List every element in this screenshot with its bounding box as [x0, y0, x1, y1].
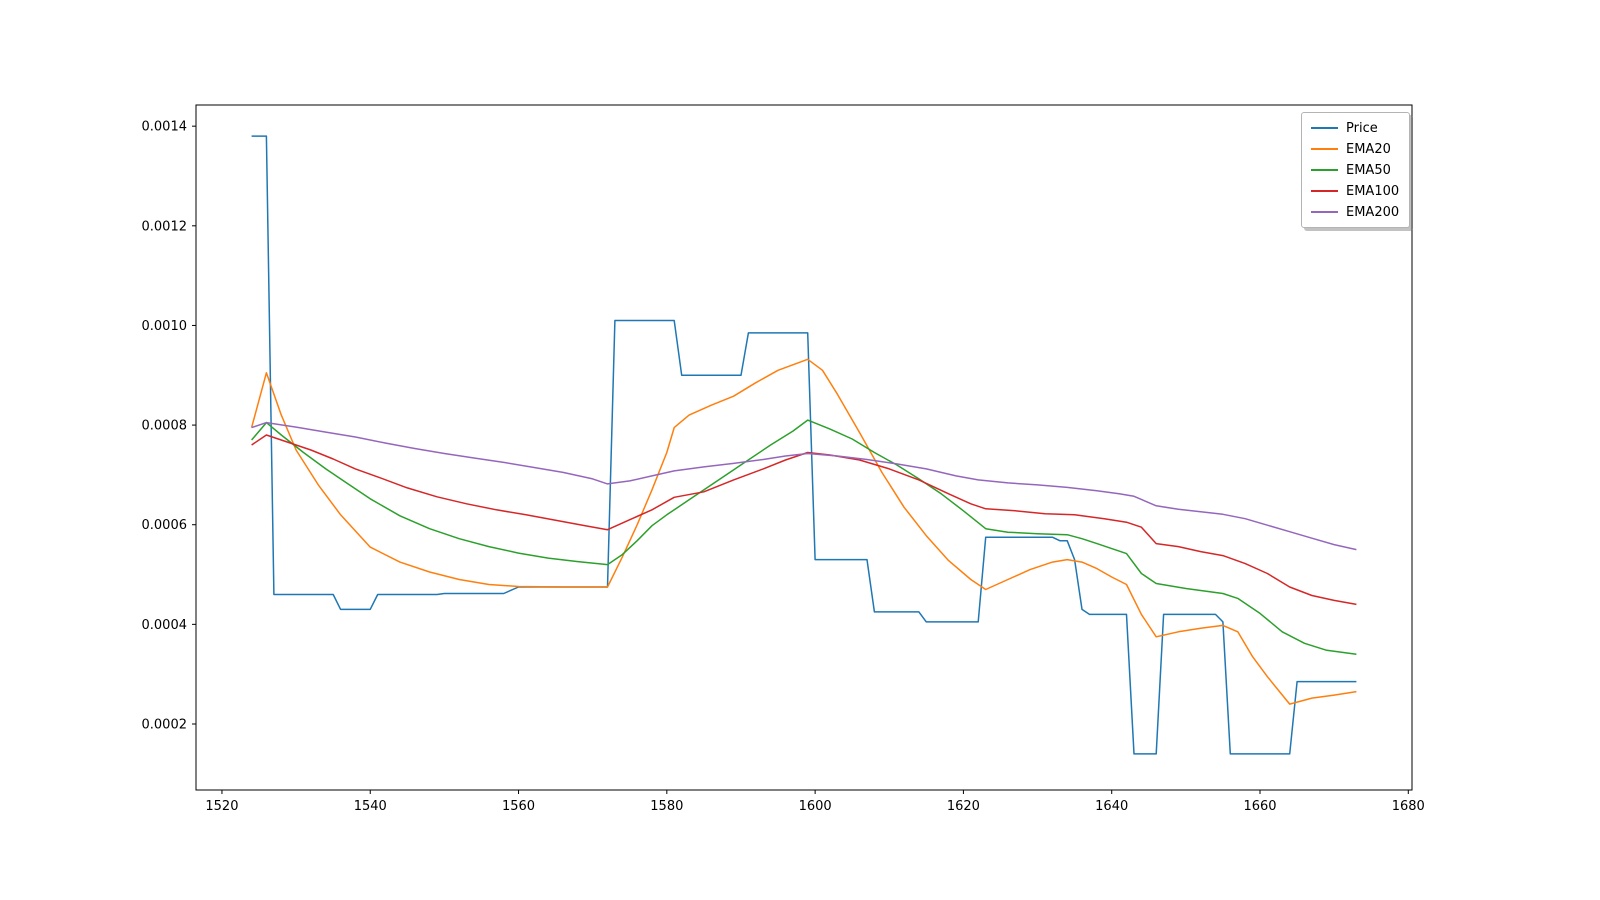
y-tick-label: 0.0012 [142, 219, 188, 234]
series-line-ema20 [250, 358, 1357, 705]
legend-line-swatch-ema50 [1311, 169, 1338, 171]
y-tick-label: 0.0006 [142, 518, 188, 533]
x-tick-label: 1660 [1243, 799, 1276, 814]
legend-line-swatch-ema20 [1311, 148, 1338, 150]
x-tick-label: 1520 [205, 799, 238, 814]
legend-entry-ema100: EMA100 [1311, 181, 1399, 201]
series-line-ema200 [251, 421, 1357, 551]
legend: Price EMA20 EMA50 EMA100 EMA200 [1301, 112, 1411, 228]
x-tick-label: 1620 [947, 799, 980, 814]
y-tick-label: 0.0008 [142, 419, 188, 434]
legend-label-price: Price [1346, 120, 1378, 136]
series-line-ema100 [251, 434, 1357, 606]
y-tick-label: 0.0002 [142, 717, 188, 732]
x-tick-label: 1560 [502, 799, 535, 814]
x-tick-label: 1680 [1392, 799, 1425, 814]
series-line-price [251, 135, 1357, 755]
legend-entry-ema20: EMA20 [1311, 139, 1399, 159]
series-line-ema50 [251, 419, 1357, 655]
y-tick-label: 0.0004 [142, 618, 188, 633]
x-tick-label: 1600 [799, 799, 832, 814]
x-tick-label: 1580 [650, 799, 683, 814]
y-tick-label: 0.0010 [142, 319, 188, 334]
legend-label-ema20: EMA20 [1346, 141, 1391, 157]
axes-frame [195, 104, 1413, 791]
legend-entry-ema50: EMA50 [1311, 160, 1399, 180]
y-tick-label: 0.0014 [142, 120, 188, 135]
legend-label-ema50: EMA50 [1346, 162, 1391, 178]
legend-label-ema100: EMA100 [1346, 183, 1400, 199]
x-tick-label: 1540 [354, 799, 387, 814]
legend-entry-ema200: EMA200 [1311, 202, 1399, 222]
legend-line-swatch-ema200 [1311, 211, 1338, 213]
legend-line-swatch-ema100 [1311, 190, 1338, 192]
legend-line-swatch-price [1311, 127, 1338, 129]
legend-label-ema200: EMA200 [1346, 204, 1400, 220]
x-tick-label: 1640 [1095, 799, 1128, 814]
legend-entry-price: Price [1311, 118, 1399, 138]
